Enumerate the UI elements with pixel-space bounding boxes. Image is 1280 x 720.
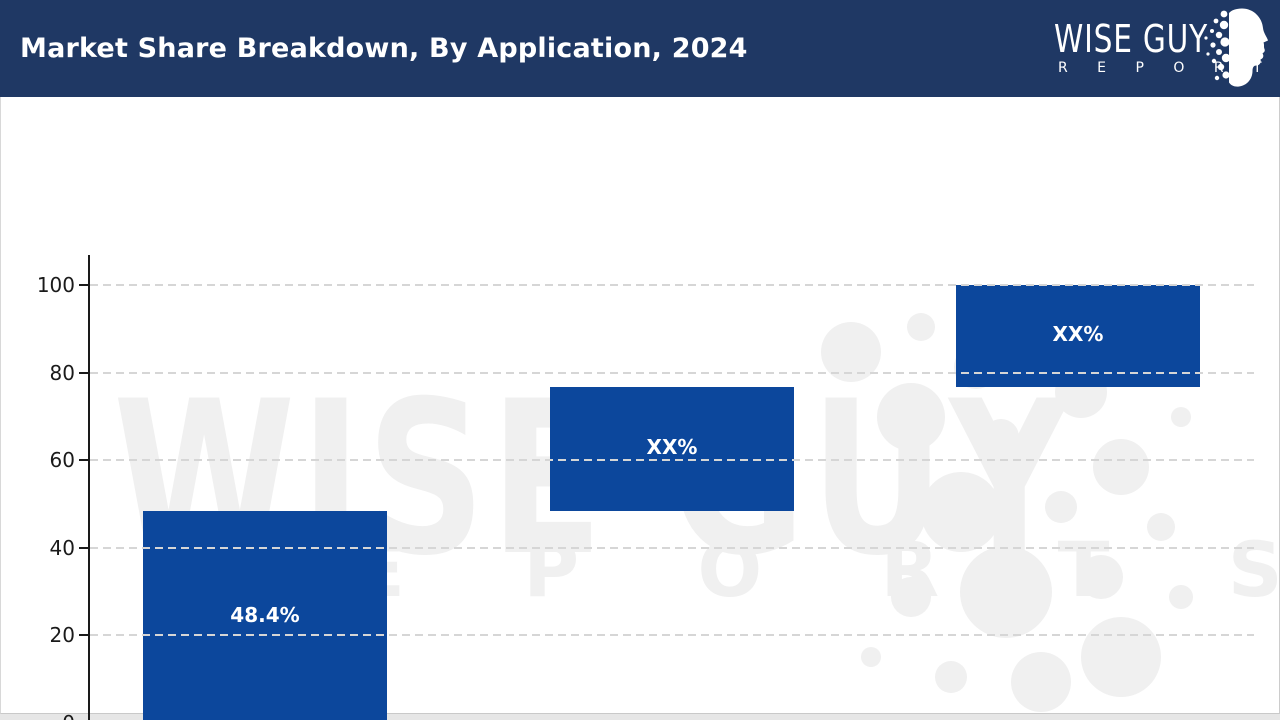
gridline <box>90 546 1254 549</box>
bar-value-label: 48.4% <box>230 602 300 627</box>
y-tick <box>79 459 88 462</box>
y-tick-label: 40 <box>49 535 75 560</box>
face-logo-icon <box>1204 8 1268 87</box>
bar: 48.4% <box>143 511 387 720</box>
y-tick <box>79 634 88 637</box>
y-tick-label: 80 <box>49 360 75 385</box>
gridline <box>90 634 1254 637</box>
bar: XX% <box>956 285 1200 388</box>
chart-card: WISE GUY R E P O R T S 48.4% XX% XX% <box>0 97 1280 720</box>
gridline <box>90 459 1254 462</box>
y-tick <box>79 371 88 374</box>
y-tick <box>79 546 88 549</box>
y-tick <box>79 284 88 286</box>
y-tick-label: 20 <box>49 623 75 648</box>
y-tick-label: 0 <box>27 710 75 720</box>
page-title: Market Share Breakdown, By Application, … <box>20 33 748 64</box>
gridline <box>90 371 1254 374</box>
y-tick-label: 60 <box>49 448 75 473</box>
bar: XX% <box>550 387 794 511</box>
y-axis-spine <box>88 255 90 720</box>
gridline <box>90 284 1254 286</box>
bar-value-label: XX% <box>1052 322 1104 347</box>
chart-area: 48.4%XX%XX% 020406080100 Combat Operatio… <box>1 97 1279 720</box>
y-tick-label: 100 <box>36 273 75 297</box>
logo: WISE GUY R E P O R T S <box>1022 0 1280 97</box>
header-bar: Market Share Breakdown, By Application, … <box>0 0 1280 97</box>
bottom-strip <box>0 714 1280 720</box>
bar-value-label: XX% <box>646 435 698 460</box>
logo-wordmark: WISE GUY <box>1054 17 1209 61</box>
